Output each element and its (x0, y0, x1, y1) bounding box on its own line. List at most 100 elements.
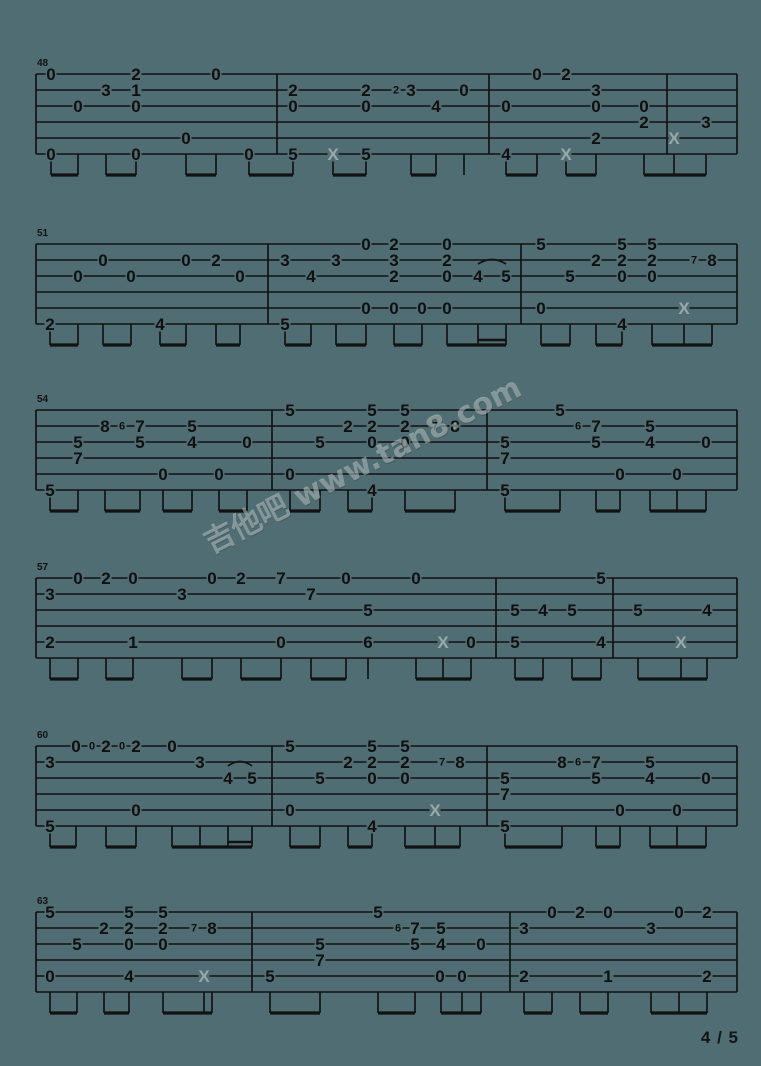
fret-number: 0 (124, 935, 133, 954)
fret-number: 0 (119, 741, 125, 753)
fret-number: 0 (367, 433, 376, 452)
fret-number: 5 (591, 433, 600, 452)
fret-number: 2 (158, 919, 167, 938)
fret-number: 5 (647, 235, 656, 254)
fret-number: 4 (702, 601, 712, 620)
fret-number: 5 (361, 145, 370, 164)
fret-number-bg (360, 146, 372, 162)
fret-number-bg (198, 968, 210, 984)
fret-number-bg (235, 570, 247, 586)
fret-number: 5 (565, 267, 574, 286)
fret-number: 2 (702, 967, 711, 986)
fret-number-bg (130, 98, 142, 114)
fret-number-bg (595, 570, 607, 586)
fret-number-bg (546, 904, 558, 920)
fret-number: 5 (555, 401, 564, 420)
fret-number-bg (668, 130, 680, 146)
fret-number-bg (454, 754, 466, 770)
fret-number: 0 (466, 633, 475, 652)
fret-number-bg (366, 770, 378, 786)
fret-number: 5 (400, 737, 409, 756)
fret-number-bg (134, 418, 146, 434)
fret-number-bg (500, 98, 512, 114)
fret-number: 0 (242, 433, 251, 452)
fret-number: 4 (645, 433, 655, 452)
measure-number: 57 (37, 562, 49, 573)
fret-number: 3 (45, 585, 54, 604)
fret-number-bg (97, 252, 109, 268)
fret-number: 5 (645, 417, 654, 436)
fret-number-bg (535, 300, 547, 316)
fret-number: 2 (591, 251, 600, 270)
fret-number-bg (430, 98, 442, 114)
fret-number: 0 (73, 267, 82, 286)
fret-number-bg (430, 420, 440, 432)
fret-number-bg (700, 114, 712, 130)
fret-number-bg (602, 904, 614, 920)
fret-number-bg (130, 82, 142, 98)
fret-number: 7 (691, 255, 697, 267)
fret-number: 2 (367, 753, 376, 772)
fret-number: 3 (701, 113, 710, 132)
fret-number: 0 (389, 299, 398, 318)
fret-number: 1 (603, 967, 612, 986)
fret-number: 0 (591, 97, 600, 116)
fret-number: 0 (214, 465, 223, 484)
fret-number-bg (287, 98, 299, 114)
fret-number-bg (416, 300, 428, 316)
fret-number: 7 (191, 923, 197, 935)
fret-number-bg (499, 786, 511, 802)
fret-number: 5 (315, 935, 324, 954)
fret-number: 0 (701, 769, 710, 788)
fret-number-bg (123, 968, 135, 984)
fret-number-bg (157, 466, 169, 482)
fret-number: 3 (195, 753, 204, 772)
fret-number: 5 (124, 903, 133, 922)
fret-number-bg (206, 920, 218, 936)
fret-number-bg (314, 936, 326, 952)
fret-number: 0 (361, 235, 370, 254)
fret-number: 5 (510, 633, 519, 652)
fret-number-bg (531, 66, 543, 82)
fret-number-bg (130, 802, 142, 818)
fret-number-bg (509, 634, 521, 650)
fret-number-bg (564, 268, 576, 284)
fret-number: 5 (500, 817, 509, 836)
fret-number-bg (560, 146, 572, 162)
fret-number: 7 (306, 585, 315, 604)
fret-number-bg (405, 82, 417, 98)
fret-number-bg (500, 268, 512, 284)
fret-number: 1 (128, 633, 137, 652)
fret-number: 5 (596, 569, 605, 588)
fret-number-bg (284, 466, 296, 482)
fret-number-bg (554, 402, 566, 418)
fret-number: 5 (536, 235, 545, 254)
measure-number: 48 (37, 58, 49, 69)
fret-number: 0 (400, 433, 409, 452)
fret-number-bg (399, 434, 411, 450)
fret-number-bg (362, 602, 374, 618)
fret-number-bg (632, 602, 644, 618)
mute-marker: X (198, 967, 210, 986)
fret-number-bg (264, 968, 276, 984)
fret-number-bg (154, 316, 166, 332)
fret-number-bg (499, 482, 511, 498)
fret-number-bg (595, 634, 607, 650)
fret-number: 3 (280, 251, 289, 270)
fret-number-bg (399, 770, 411, 786)
fret-number-bg (72, 450, 84, 466)
measure-number: 63 (37, 896, 49, 907)
fret-number-bg (437, 756, 447, 768)
fret-number: 2 (211, 251, 220, 270)
fret-number-bg (44, 586, 56, 602)
fret-number: 4 (645, 769, 655, 788)
fret-number-bg (644, 418, 656, 434)
fret-number-bg (127, 570, 139, 586)
fret-number-bg (314, 770, 326, 786)
fret-number: 5 (187, 417, 196, 436)
fret-number-bg (646, 236, 658, 252)
fret-number: 5 (285, 737, 294, 756)
fret-number: 3 (406, 81, 415, 100)
fret-number-bg (100, 738, 112, 754)
fret-number: 2 (367, 417, 376, 436)
